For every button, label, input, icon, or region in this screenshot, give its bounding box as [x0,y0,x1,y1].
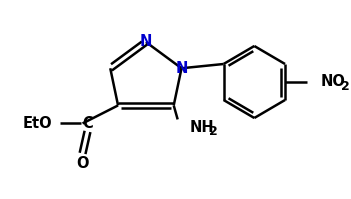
Text: EtO: EtO [22,116,52,131]
Text: NH: NH [190,120,214,135]
Text: C: C [82,116,93,131]
Text: NO: NO [320,74,345,90]
Text: N: N [175,61,188,76]
Text: 2: 2 [209,125,218,138]
Text: 2: 2 [341,79,350,93]
Text: O: O [76,156,89,171]
Text: N: N [140,34,152,50]
